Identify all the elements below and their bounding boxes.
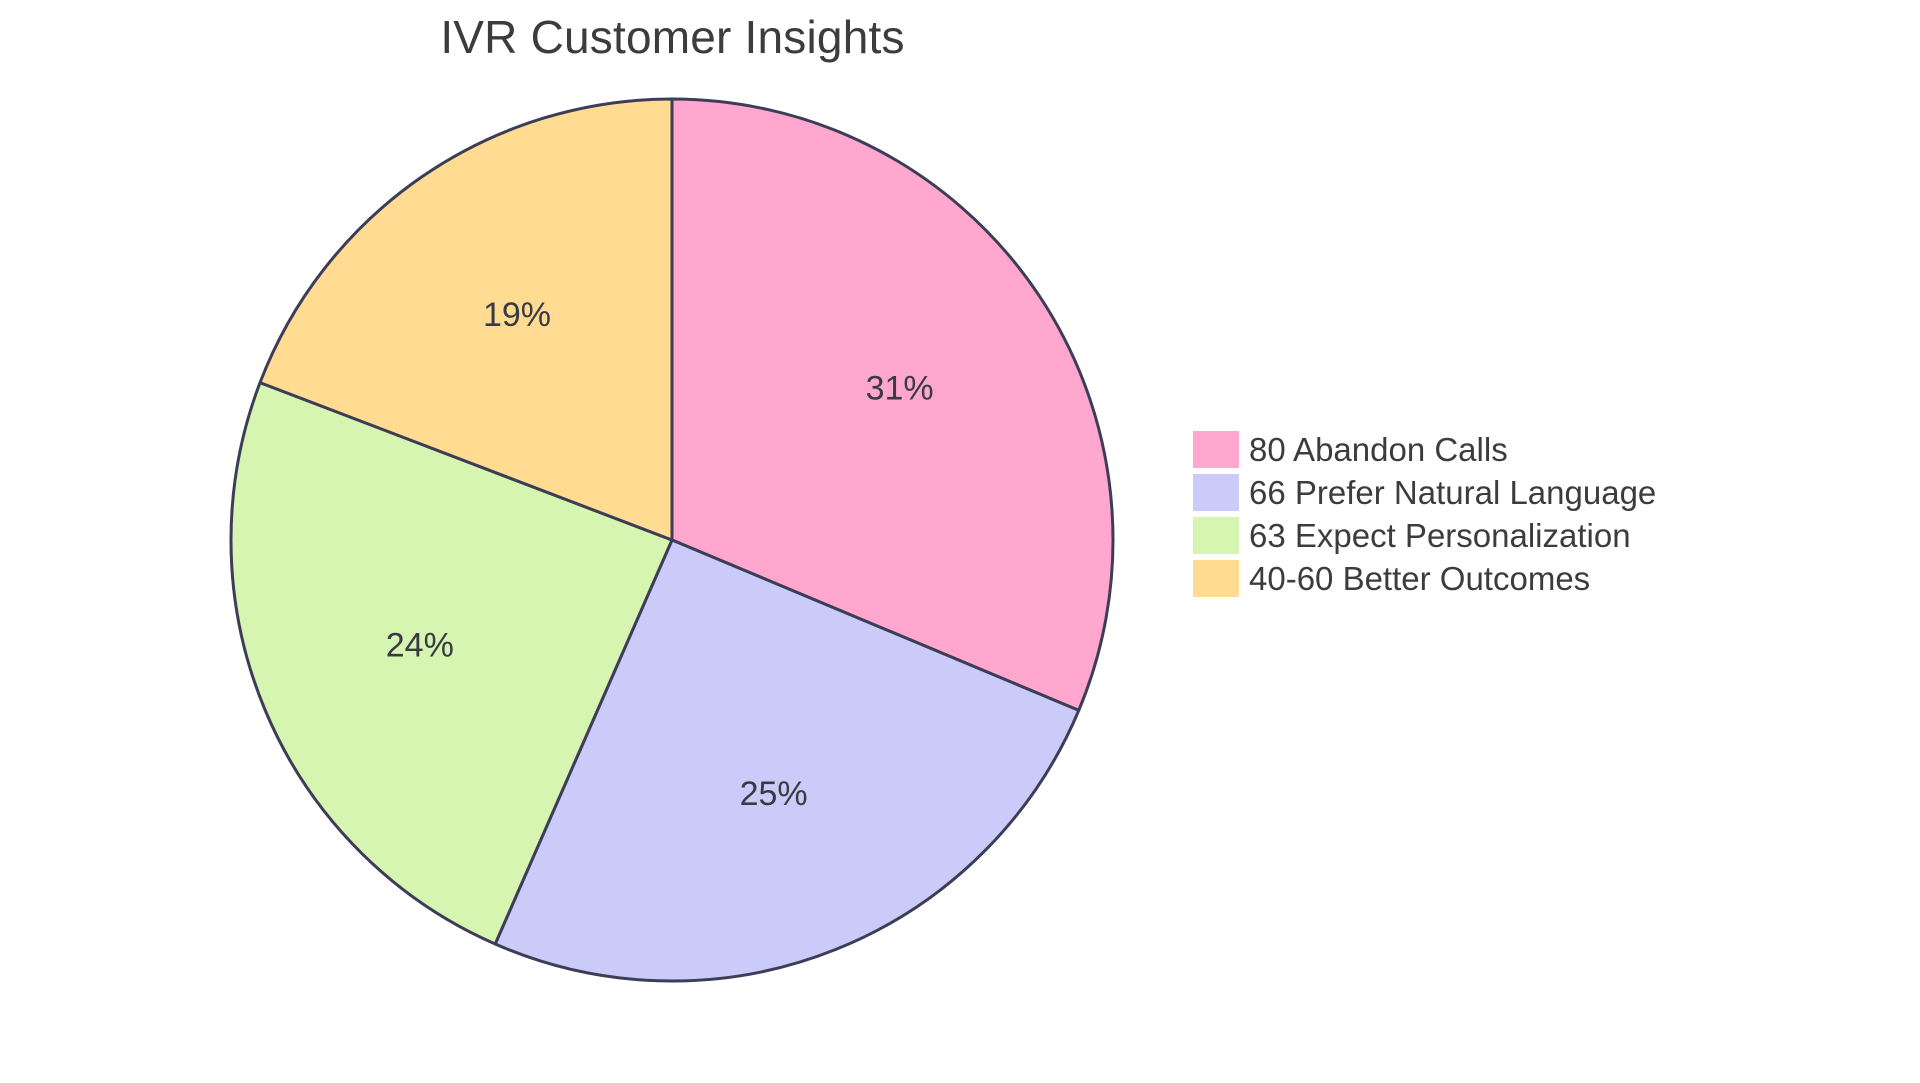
pie-slices-group (229, 97, 1115, 983)
pie-slice[interactable] (258, 97, 674, 542)
legend-swatch-icon (1193, 560, 1239, 597)
legend-item[interactable]: 63 Expect Personalization (1193, 514, 1793, 557)
pie-slice[interactable] (493, 538, 1081, 983)
pie-svg: 31% 25% 24% 19% (229, 97, 1115, 983)
pie-slice[interactable] (670, 97, 1115, 712)
pie-plot-area: 31% 25% 24% 19% (229, 97, 1115, 983)
pie-slice-percent-label: 25% (740, 775, 808, 813)
legend-swatch-icon (1193, 517, 1239, 554)
legend-item[interactable]: 80 Abandon Calls (1193, 428, 1793, 471)
chart-legend: 80 Abandon Calls 66 Prefer Natural Langu… (1193, 428, 1793, 600)
page-title: IVR Customer Insights (440, 11, 905, 63)
pie-slice-percent-label: 24% (386, 627, 454, 665)
pie-slice-percent-label: 19% (483, 296, 551, 334)
legend-item-label: 40-60 Better Outcomes (1249, 560, 1591, 597)
legend-swatch-icon (1193, 474, 1239, 511)
pie-slice-percent-label: 31% (866, 370, 934, 408)
legend-item-label: 63 Expect Personalization (1249, 517, 1631, 554)
legend-item-label: 66 Prefer Natural Language (1249, 474, 1657, 511)
legend-item[interactable]: 66 Prefer Natural Language (1193, 471, 1793, 514)
legend-item-label: 80 Abandon Calls (1249, 431, 1508, 468)
legend-item[interactable]: 40-60 Better Outcomes (1193, 557, 1793, 600)
pie-slice-labels-group: 31% 25% 24% 19% (386, 296, 934, 813)
pie-slice[interactable] (229, 381, 674, 946)
legend-swatch-icon (1193, 431, 1239, 468)
